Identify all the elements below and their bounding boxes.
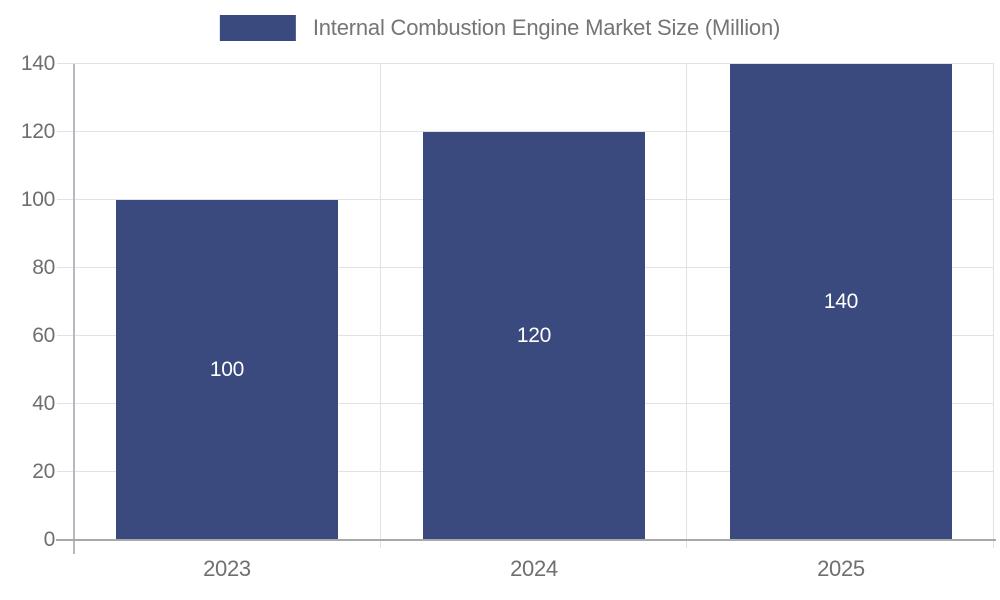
y-tick-label: 140: [20, 52, 55, 75]
y-tick-label: 60: [32, 324, 55, 347]
legend-label: Internal Combustion Engine Market Size (…: [312, 15, 781, 40]
y-gridline: [57, 63, 994, 64]
bar-value-label: 140: [823, 290, 859, 313]
y-tick-label: 0: [43, 528, 56, 551]
y-tick-label: 100: [20, 188, 55, 211]
y-axis-spine: [73, 64, 75, 554]
x-gridline: [686, 64, 687, 548]
bar-value-label: 120: [516, 324, 552, 347]
bar: 140: [730, 64, 952, 540]
y-tick-label: 20: [32, 460, 55, 483]
legend-swatch: [219, 15, 296, 41]
x-axis-line: [56, 539, 996, 541]
chart-legend[interactable]: Internal Combustion Engine Market Size (…: [219, 15, 781, 41]
plot-right-border: [993, 64, 994, 548]
x-tick-label: 2025: [817, 556, 865, 581]
y-tick-label: 120: [20, 120, 55, 143]
y-tick-label: 40: [32, 392, 55, 415]
bar: 120: [423, 132, 645, 540]
y-tick-label: 80: [32, 256, 55, 279]
x-tick-label: 2024: [510, 556, 558, 581]
x-tick-label: 2023: [203, 556, 251, 581]
y-gridline: [57, 131, 994, 132]
bar-value-label: 100: [209, 358, 245, 381]
x-gridline: [380, 64, 381, 548]
bar: 100: [116, 200, 338, 540]
